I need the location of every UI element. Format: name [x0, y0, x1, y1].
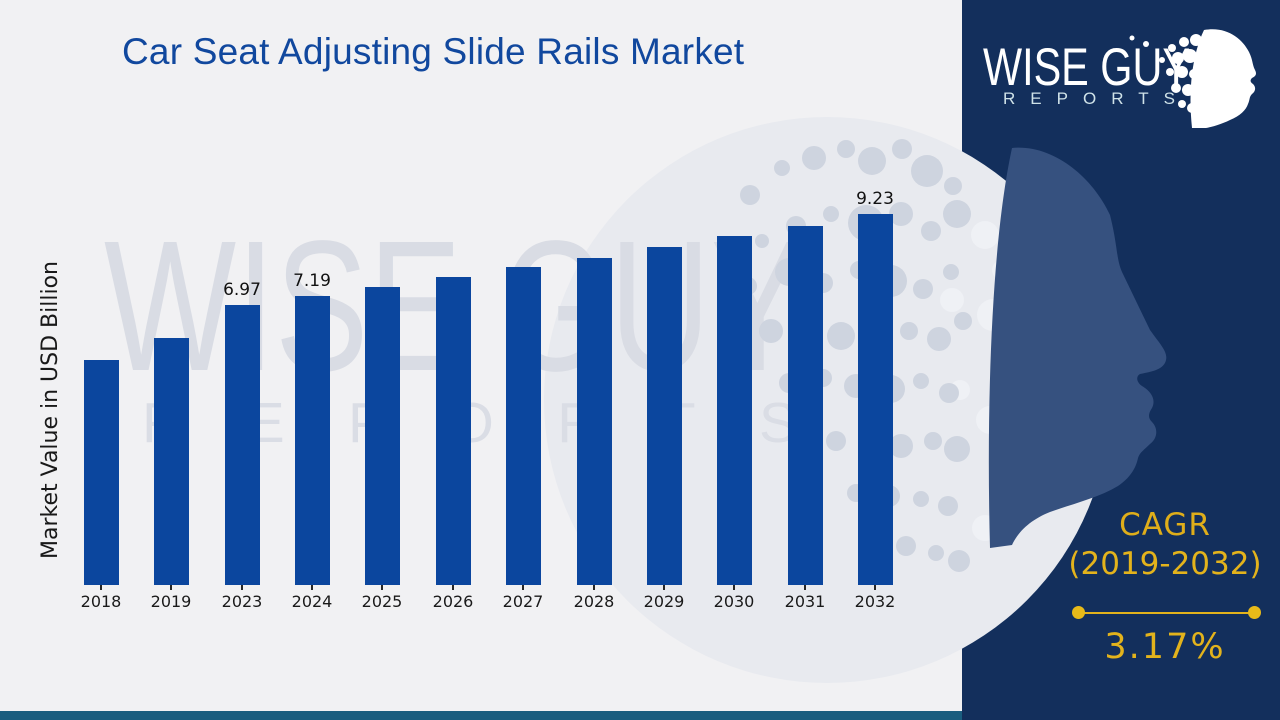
- bar-2023: [224, 305, 260, 585]
- x-tick-label-2031: 2031: [784, 592, 826, 611]
- x-tick-2025: [381, 585, 383, 590]
- bar-2024: [294, 296, 330, 585]
- bar-2019: [153, 338, 189, 585]
- watermark-face-profile: [988, 147, 1167, 549]
- watermark-head-circle: [544, 117, 1110, 683]
- x-tick-2026: [452, 585, 454, 590]
- x-tick-label-2018: 2018: [80, 592, 122, 611]
- bar-value-label-2023: 6.97: [223, 280, 261, 300]
- x-tick-2032: [874, 585, 876, 590]
- bar-value-label-2024: 7.19: [293, 271, 331, 291]
- x-tick-2030: [733, 585, 735, 590]
- x-tick-2029: [663, 585, 665, 590]
- x-tick-2019: [170, 585, 172, 590]
- cagr-line: [1079, 612, 1255, 614]
- bar-2029: [646, 247, 682, 585]
- x-tick-label-2023: 2023: [221, 592, 263, 611]
- x-tick-label-2026: 2026: [432, 592, 474, 611]
- bar-2018: [83, 360, 119, 585]
- bar-2027: [505, 267, 541, 585]
- x-tick-label-2019: 2019: [150, 592, 192, 611]
- x-tick-2024: [311, 585, 313, 590]
- bar-value-label-2032: 9.23: [856, 189, 894, 209]
- cagr-line-right-dot: [1248, 606, 1261, 619]
- logo-dot-spray-icon: [1129, 34, 1213, 119]
- x-tick-label-2027: 2027: [502, 592, 544, 611]
- x-tick-label-2025: 2025: [361, 592, 403, 611]
- x-tick-label-2032: 2032: [854, 592, 896, 611]
- bar-2030: [716, 236, 752, 585]
- x-tick-label-2029: 2029: [643, 592, 685, 611]
- bar-2026: [435, 277, 471, 585]
- cagr-range: (2019-2032): [1068, 546, 1262, 582]
- x-tick-label-2024: 2024: [291, 592, 333, 611]
- logo-face-icon: [1190, 29, 1256, 128]
- bar-2028: [576, 258, 612, 585]
- page-title: Car Seat Adjusting Slide Rails Market: [122, 31, 745, 72]
- bar-2031: [787, 226, 823, 585]
- x-tick-label-2030: 2030: [713, 592, 755, 611]
- x-tick-2031: [804, 585, 806, 590]
- cagr-value: 3.17%: [1104, 627, 1226, 667]
- bar-2032: [857, 214, 893, 585]
- x-tick-2018: [100, 585, 102, 590]
- logo-text-line1: WISE GUY: [983, 38, 1190, 97]
- cagr-heading: CAGR: [1119, 507, 1211, 543]
- x-tick-2028: [593, 585, 595, 590]
- x-tick-2027: [522, 585, 524, 590]
- bottom-strip: [0, 711, 962, 720]
- cagr-line-left-dot: [1072, 606, 1085, 619]
- x-tick-2023: [241, 585, 243, 590]
- bar-2025: [364, 287, 400, 585]
- x-tick-label-2028: 2028: [573, 592, 615, 611]
